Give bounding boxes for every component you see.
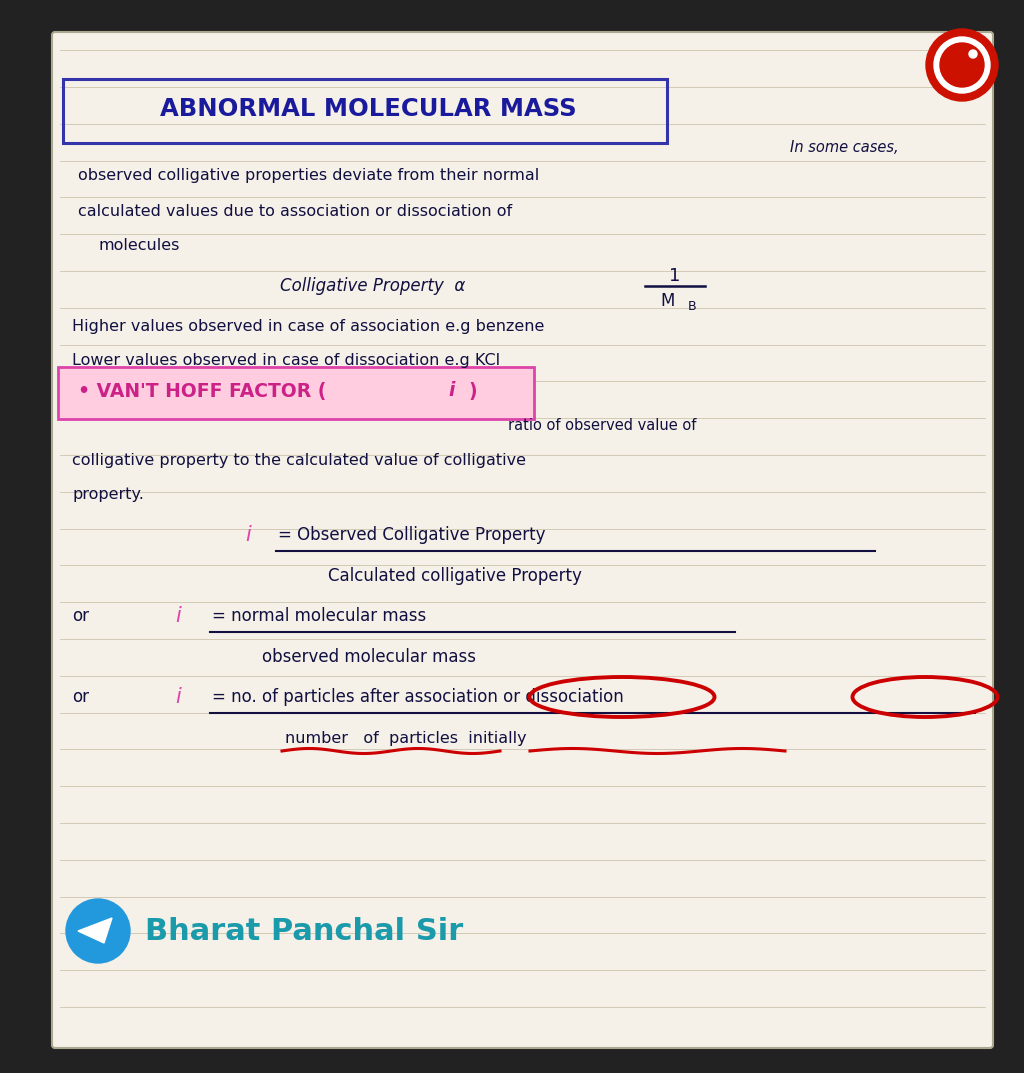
Text: Calculated colligative Property: Calculated colligative Property bbox=[328, 567, 582, 585]
Text: calculated values due to association or dissociation of: calculated values due to association or … bbox=[78, 204, 512, 219]
Text: = no. of particles after association or dissociation: = no. of particles after association or … bbox=[212, 688, 624, 706]
Polygon shape bbox=[78, 918, 112, 943]
Text: B: B bbox=[688, 299, 696, 312]
Circle shape bbox=[934, 36, 990, 93]
Text: = normal molecular mass: = normal molecular mass bbox=[212, 607, 426, 624]
FancyBboxPatch shape bbox=[58, 367, 534, 418]
Text: molecules: molecules bbox=[98, 238, 179, 253]
Text: i: i bbox=[245, 525, 251, 545]
Text: Colligative Property  α: Colligative Property α bbox=[280, 277, 465, 295]
Text: • VAN'T HOFF FACTOR (: • VAN'T HOFF FACTOR ( bbox=[78, 382, 327, 400]
Text: number   of  particles  initially: number of particles initially bbox=[285, 731, 526, 746]
Text: 1: 1 bbox=[670, 267, 681, 285]
Text: observed colligative properties deviate from their normal: observed colligative properties deviate … bbox=[78, 168, 540, 183]
Text: or: or bbox=[72, 688, 89, 706]
Circle shape bbox=[926, 29, 998, 101]
Text: observed molecular mass: observed molecular mass bbox=[262, 648, 476, 666]
Text: Higher values observed in case of association e.g benzene: Higher values observed in case of associ… bbox=[72, 319, 545, 334]
Text: Bharat Panchal Sir: Bharat Panchal Sir bbox=[145, 916, 463, 945]
Text: i: i bbox=[175, 606, 181, 626]
Text: or: or bbox=[72, 607, 89, 624]
Text: property.: property. bbox=[72, 487, 144, 502]
Circle shape bbox=[66, 899, 130, 962]
Circle shape bbox=[969, 50, 977, 58]
Circle shape bbox=[940, 43, 984, 87]
Text: i: i bbox=[175, 687, 181, 707]
Text: = Observed Colligative Property: = Observed Colligative Property bbox=[278, 526, 546, 544]
Text: colligative property to the calculated value of colligative: colligative property to the calculated v… bbox=[72, 453, 526, 468]
Text: i: i bbox=[449, 382, 455, 400]
Text: M: M bbox=[660, 292, 675, 310]
Text: ABNORMAL MOLECULAR MASS: ABNORMAL MOLECULAR MASS bbox=[160, 97, 577, 121]
Text: ratio of observed value of: ratio of observed value of bbox=[508, 417, 696, 432]
Text: Lower values observed in case of dissociation e.g KCl: Lower values observed in case of dissoci… bbox=[72, 353, 500, 368]
Text: ): ) bbox=[468, 382, 476, 400]
FancyBboxPatch shape bbox=[52, 32, 993, 1048]
Text: In some cases,: In some cases, bbox=[790, 141, 899, 156]
